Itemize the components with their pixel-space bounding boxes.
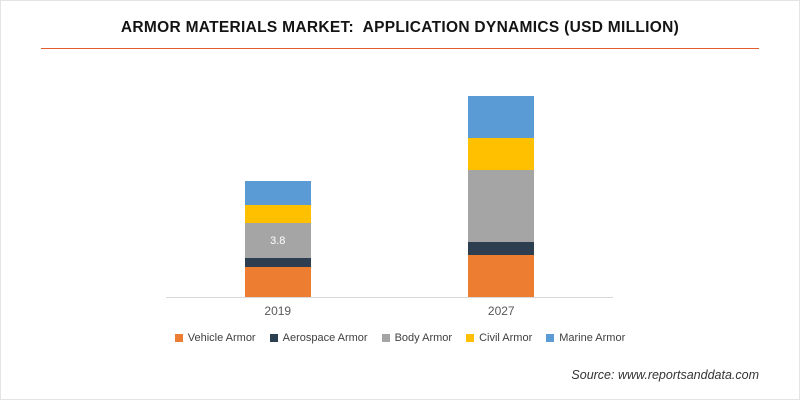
x-axis-label-2019: 2019 xyxy=(264,304,292,318)
legend: Vehicle Armor Aerospace Armor Body Armor Ci… xyxy=(1,332,799,344)
segment-body-armor-2019: 3.8 xyxy=(244,223,311,259)
x-axis: 2019 2027 xyxy=(166,304,613,320)
title-divider-rule xyxy=(41,48,759,49)
data-label-body-armor-2019: 3.8 xyxy=(270,234,286,247)
x-axis-label-2027: 2027 xyxy=(487,304,515,318)
segment-aerospace-armor-2027 xyxy=(468,241,535,255)
segment-vehicle-armor-2019 xyxy=(244,266,311,297)
source-attribution: Source: www.reportsanddata.com xyxy=(571,368,759,382)
plot-area: 3.8 xyxy=(166,91,613,298)
legend-swatch-aerospace-armor xyxy=(269,334,278,342)
legend-item-civil-armor: Civil Armor xyxy=(466,332,532,344)
legend-label-aerospace-armor: Aerospace Armor xyxy=(282,332,368,344)
chart-title: ARMOR MATERIALS MARKET: APPLICATION DYNA… xyxy=(120,19,680,36)
legend-swatch-body-armor xyxy=(381,334,390,342)
legend-swatch-marine-armor xyxy=(546,334,555,342)
segment-body-armor-2027 xyxy=(468,170,535,242)
legend-swatch-civil-armor xyxy=(466,334,475,342)
stacked-bar-2027 xyxy=(468,96,535,297)
legend-item-vehicle-armor: Vehicle Armor xyxy=(174,332,256,344)
segment-civil-armor-2027 xyxy=(468,137,535,171)
segment-marine-armor-2019 xyxy=(244,181,311,205)
segment-civil-armor-2019 xyxy=(244,204,311,224)
legend-label-civil-armor: Civil Armor xyxy=(479,332,533,344)
legend-item-marine-armor: Marine Armor xyxy=(546,332,625,344)
legend-label-vehicle-armor: Vehicle Armor xyxy=(187,332,256,344)
legend-item-body-armor: Body Armor xyxy=(381,332,453,344)
stacked-bar-2019: 3.8 xyxy=(244,181,311,297)
legend-label-marine-armor: Marine Armor xyxy=(559,332,626,344)
segment-marine-armor-2027 xyxy=(468,96,535,138)
segment-vehicle-armor-2027 xyxy=(468,254,535,297)
legend-label-body-armor: Body Armor xyxy=(394,332,453,344)
segment-aerospace-armor-2019 xyxy=(244,258,311,267)
legend-swatch-vehicle-armor xyxy=(174,334,183,342)
legend-item-aerospace-armor: Aerospace Armor xyxy=(269,332,368,344)
